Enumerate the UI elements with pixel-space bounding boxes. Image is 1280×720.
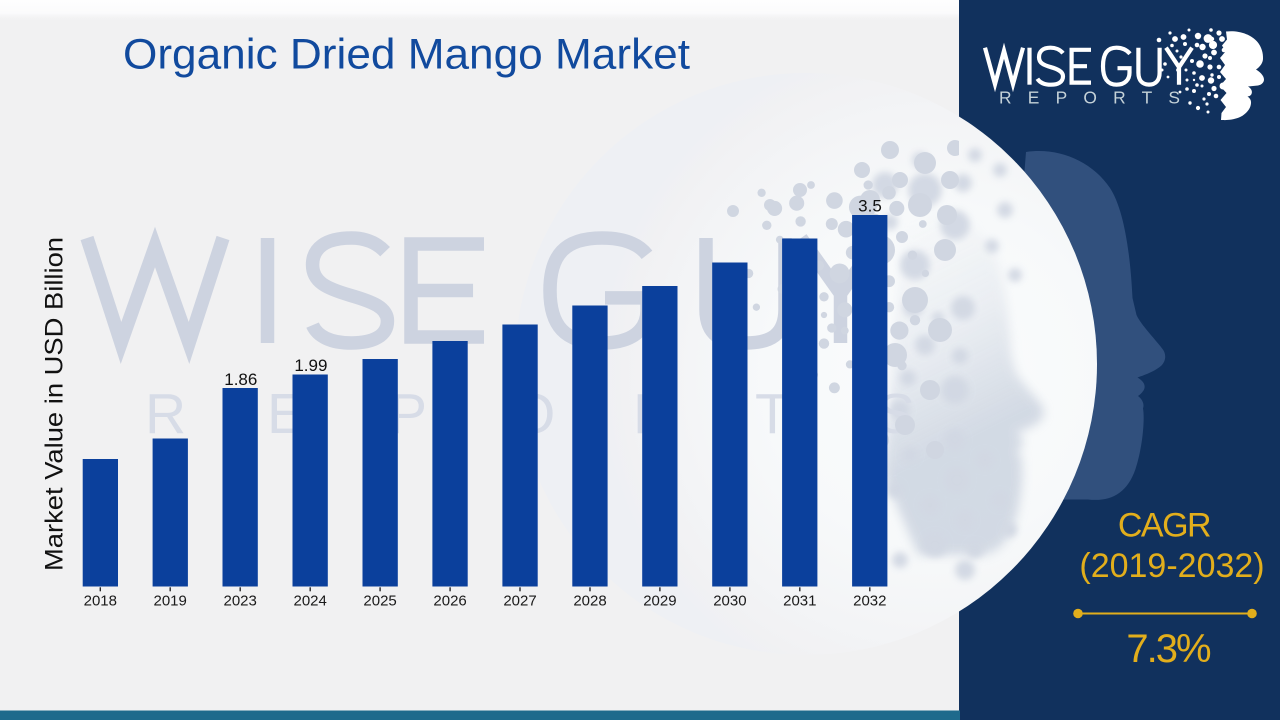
svg-text:CAGR: CAGR — [1118, 507, 1210, 545]
svg-text:2029: 2029 — [643, 593, 676, 610]
svg-text:1.86: 1.86 — [224, 370, 257, 389]
svg-text:(2019-2032): (2019-2032) — [1079, 547, 1264, 585]
svg-text:2024: 2024 — [294, 593, 327, 610]
svg-text:3.5: 3.5 — [858, 197, 882, 216]
svg-text:2030: 2030 — [713, 593, 746, 610]
svg-text:2032: 2032 — [853, 593, 886, 610]
svg-text:2025: 2025 — [363, 593, 396, 610]
svg-text:2026: 2026 — [433, 593, 466, 610]
svg-text:2031: 2031 — [783, 593, 816, 610]
svg-text:2027: 2027 — [503, 593, 536, 610]
svg-text:Organic Dried Mango Market: Organic Dried Mango Market — [123, 30, 690, 78]
svg-text:2018: 2018 — [84, 593, 117, 610]
svg-text:2019: 2019 — [154, 593, 187, 610]
svg-text:Market Value in USD Billion: Market Value in USD Billion — [41, 237, 69, 571]
svg-text:R: R — [145, 382, 186, 446]
svg-text:7.3%: 7.3% — [1126, 627, 1211, 671]
svg-text:2028: 2028 — [573, 593, 606, 610]
svg-text:2023: 2023 — [224, 593, 257, 610]
svg-text:1.99: 1.99 — [294, 356, 327, 375]
